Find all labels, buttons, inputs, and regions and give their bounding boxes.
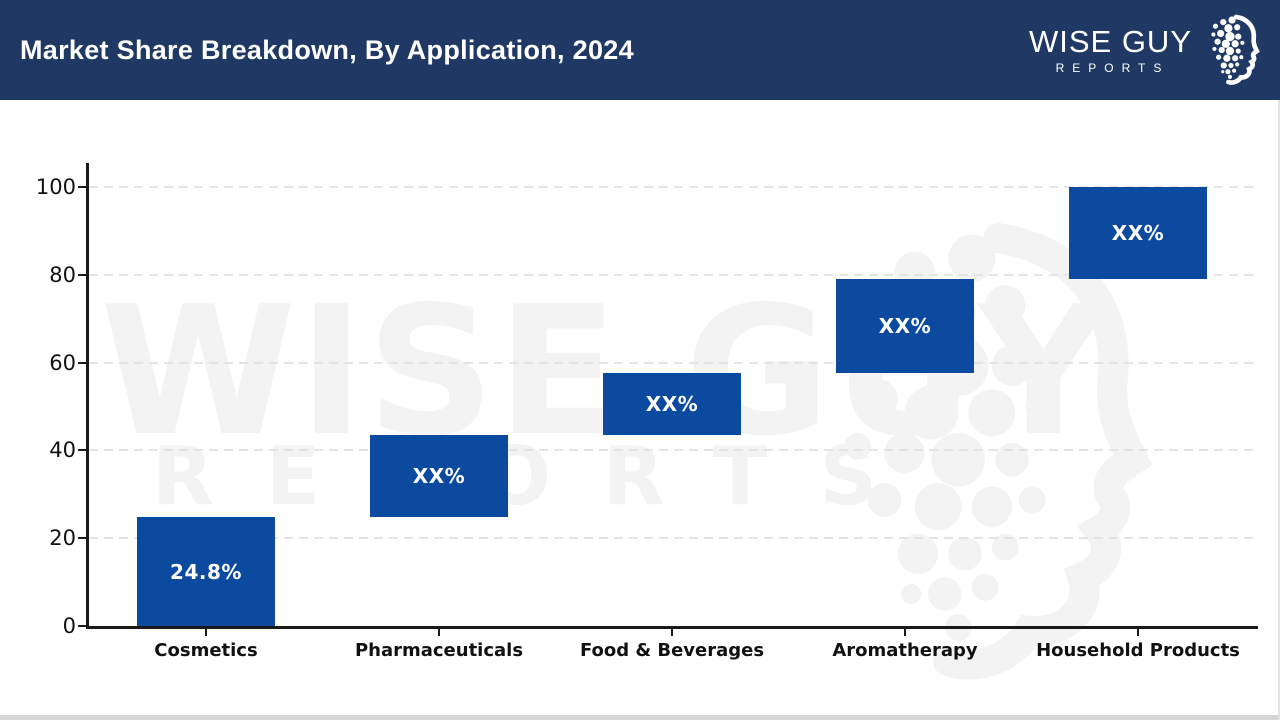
- xtick-mark-cosmetics: [205, 627, 207, 636]
- category-label-pharmaceuticals: Pharmaceuticals: [354, 640, 524, 661]
- bar-aromatherapy: XX%: [836, 279, 974, 374]
- logo-name: WISE GUY: [1028, 24, 1192, 59]
- bar-value-label-food-beverages: XX%: [645, 391, 699, 416]
- bar-food-beverages: XX%: [603, 373, 741, 435]
- bar-value-label-pharmaceuticals: XX%: [412, 463, 466, 488]
- ytick-label-60: 60: [49, 350, 76, 375]
- gridline-80: [89, 273, 1258, 276]
- page-title: Market Share Breakdown, By Application, …: [20, 34, 634, 65]
- bar-value-label-cosmetics: 24.8%: [170, 559, 242, 584]
- ytick-mark-60: [78, 361, 89, 364]
- gridline-60: [89, 361, 1258, 364]
- category-label-aromatherapy: Aromatherapy: [832, 640, 978, 661]
- bar-value-label-aromatherapy: XX%: [878, 314, 932, 339]
- ytick-mark-100: [78, 186, 89, 188]
- bar-pharmaceuticals: XX%: [370, 434, 508, 518]
- y-axis-spine: [86, 163, 89, 629]
- xtick-mark-aromatherapy: [904, 627, 906, 636]
- plot-region: 0 20 40 60 80 100 24.8% Cosmetics XX% Pharmaceuti…: [0, 100, 1280, 716]
- logo-text: WISE GUY REPORTS: [1029, 26, 1192, 74]
- ytick-label-40: 40: [49, 438, 76, 463]
- category-label-cosmetics: Cosmetics: [154, 640, 258, 661]
- gridline-40: [89, 449, 1258, 452]
- xtick-mark-pharmaceuticals: [438, 627, 440, 636]
- dotted-head-profile-icon: [1211, 14, 1260, 85]
- ytick-label-100: 100: [35, 175, 76, 199]
- ytick-mark-0: [78, 625, 89, 627]
- ytick-mark-80: [78, 273, 89, 276]
- ytick-mark-40: [78, 449, 89, 452]
- ytick-label-20: 20: [49, 526, 76, 551]
- logo-tagline: REPORTS: [1055, 61, 1170, 75]
- bar-cosmetics: 24.8%: [137, 517, 275, 626]
- x-axis-spine: [86, 626, 1258, 629]
- wiseguy-logo: WISE GUY REPORTS: [1029, 8, 1262, 92]
- gridline-100: [89, 186, 1258, 188]
- chart-area: WISE GUY REPORTS 0 20 40 60 80 100 24.8% Cosmet…: [0, 100, 1280, 716]
- category-label-food-beverages: Food & Beverages: [579, 640, 765, 661]
- xtick-mark-food-beverages: [671, 627, 673, 636]
- bottom-edge-strip: [0, 715, 1280, 720]
- gridline-20: [89, 537, 1258, 540]
- category-label-household-products: Household Products: [1036, 640, 1240, 661]
- bar-household-products: XX%: [1069, 187, 1207, 280]
- ytick-label-0: 0: [62, 614, 76, 638]
- ytick-label-80: 80: [49, 262, 76, 287]
- bar-value-label-household-products: XX%: [1111, 221, 1165, 246]
- right-edge-strip: [1278, 100, 1280, 720]
- header-bar: Market Share Breakdown, By Application, …: [0, 0, 1280, 100]
- ytick-mark-20: [78, 537, 89, 540]
